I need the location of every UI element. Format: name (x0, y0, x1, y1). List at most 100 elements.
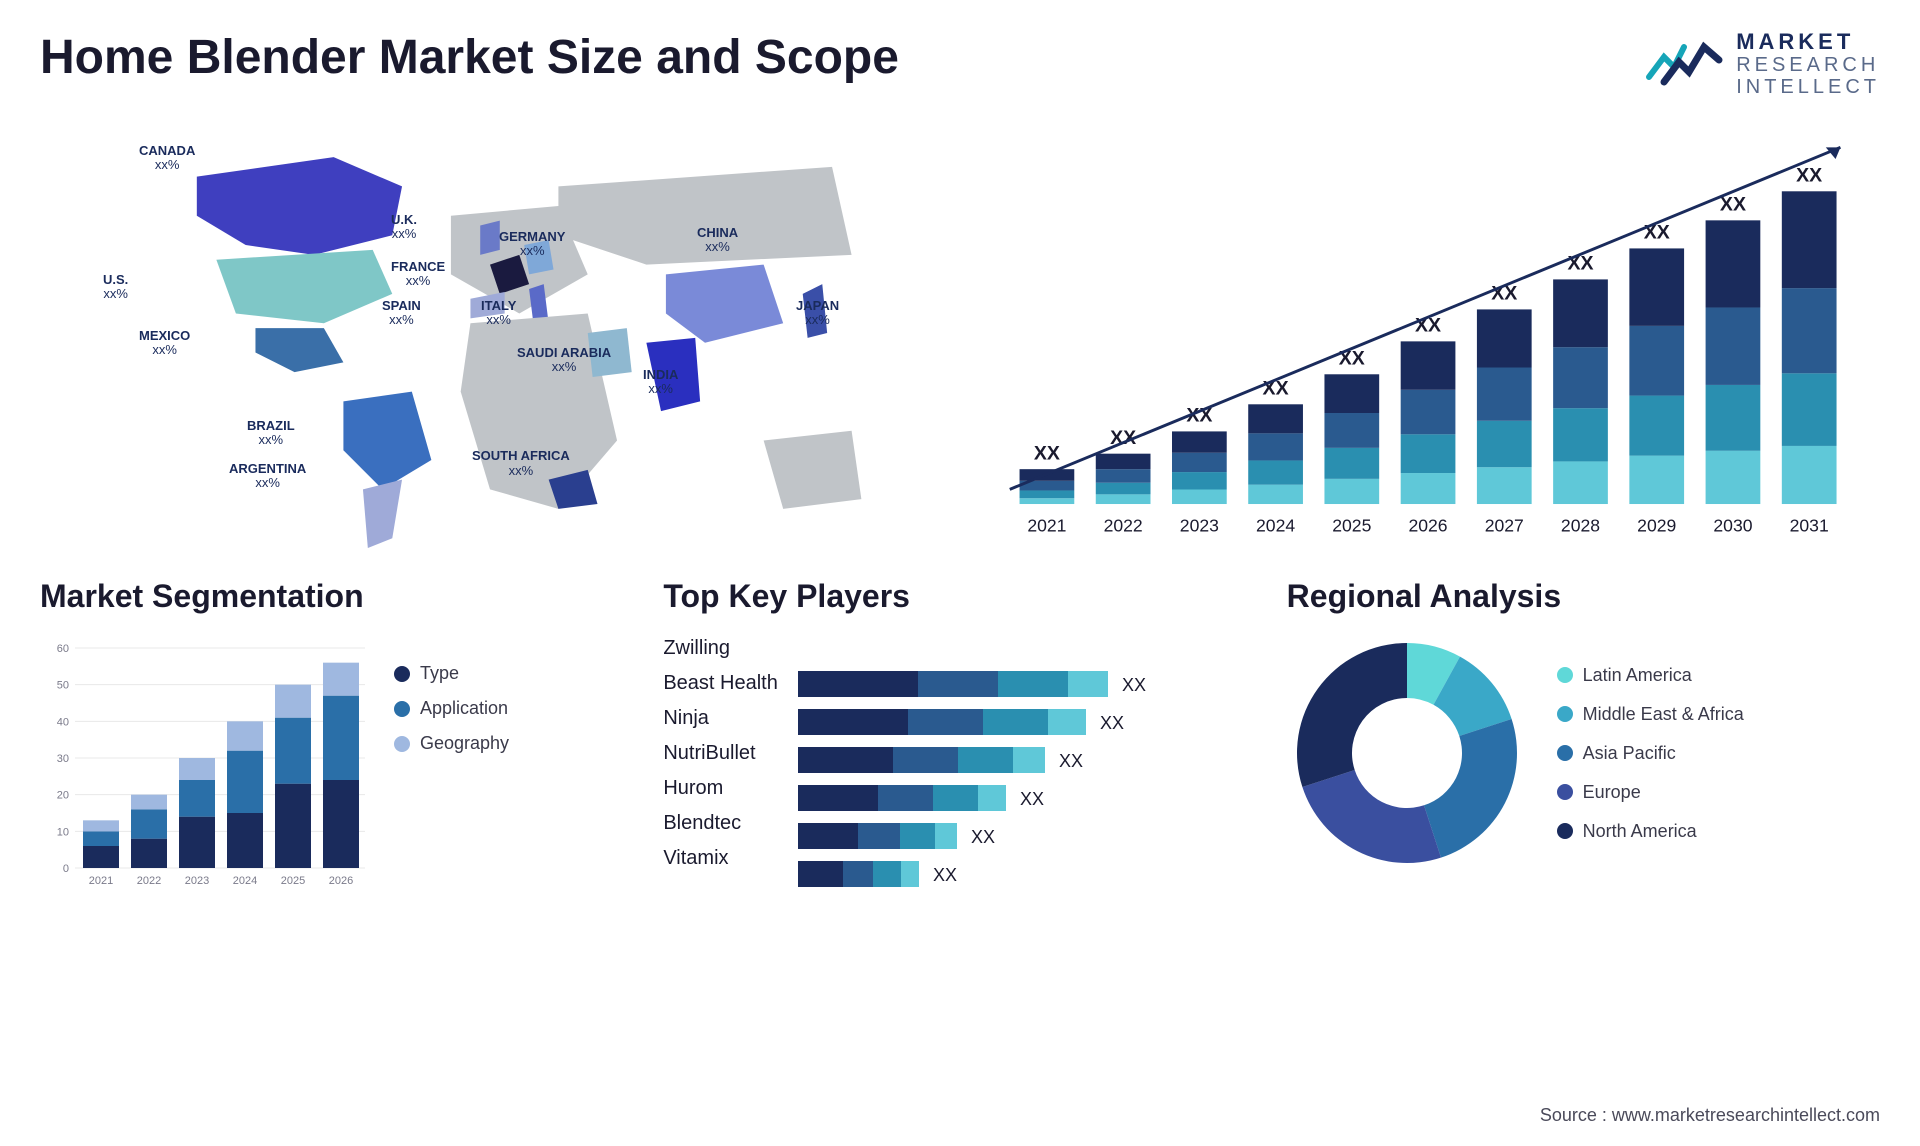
header: Home Blender Market Size and Scope MARKE… (40, 30, 1880, 98)
player-name: Vitamix (663, 847, 778, 870)
players-chart-svg: XXXXXXXXXXXX (798, 633, 1198, 903)
player-bar-seg (958, 747, 1013, 773)
seg-ytick: 50 (57, 680, 69, 692)
growth-bar-seg (1248, 434, 1303, 461)
growth-bar-seg (1401, 435, 1456, 474)
players-panel: Top Key Players ZwillingBeast HealthNinj… (663, 578, 1256, 903)
growth-bar-year: 2028 (1561, 516, 1600, 536)
player-bar-seg (873, 861, 901, 887)
legend-label: Geography (420, 733, 509, 754)
growth-bar-seg (1477, 368, 1532, 421)
growth-bar-seg (1782, 374, 1837, 447)
growth-chart-panel: XX2021XX2022XX2023XX2024XX2025XX2026XX20… (980, 118, 1880, 548)
players-title: Top Key Players (663, 578, 1256, 615)
growth-bar-seg (1172, 453, 1227, 472)
map-country-uk (480, 221, 500, 255)
seg-ytick: 10 (57, 827, 69, 839)
map-label-mexico: MEXICOxx% (139, 329, 190, 358)
seg-xlabel: 2022 (137, 875, 161, 887)
seg-bar-seg (131, 795, 167, 810)
player-bar-seg (978, 785, 1006, 811)
regional-panel: Regional Analysis Latin AmericaMiddle Ea… (1287, 578, 1880, 903)
growth-bar-seg (1096, 469, 1151, 483)
seg-xlabel: 2025 (281, 875, 305, 887)
map-country-mexico (255, 328, 343, 372)
player-bar-seg (798, 671, 918, 697)
player-bar-seg (798, 785, 878, 811)
growth-bar-seg (1324, 448, 1379, 479)
growth-bar-year: 2027 (1485, 516, 1524, 536)
seg-bar-seg (323, 663, 359, 696)
seg-bar-seg (179, 758, 215, 780)
seg-ytick: 20 (57, 790, 69, 802)
page-title: Home Blender Market Size and Scope (40, 30, 899, 85)
legend-label: Asia Pacific (1583, 743, 1676, 764)
growth-bar-seg (1477, 421, 1532, 467)
logo-line1: MARKET (1736, 30, 1880, 54)
regional-legend-item: Middle East & Africa (1557, 704, 1744, 725)
growth-bar-seg (1477, 467, 1532, 504)
player-bar-seg (843, 861, 873, 887)
player-bar-seg (900, 823, 935, 849)
legend-dot-icon (394, 701, 410, 717)
growth-bar-year: 2030 (1713, 516, 1752, 536)
growth-bar-seg (1706, 308, 1761, 385)
player-bar-value: XX (933, 865, 957, 885)
legend-dot-icon (1557, 706, 1573, 722)
growth-bar-seg (1172, 490, 1227, 505)
legend-label: North America (1583, 821, 1697, 842)
player-name: Beast Health (663, 672, 778, 695)
growth-bar-seg (1629, 249, 1684, 326)
growth-bar-seg (1172, 472, 1227, 489)
seg-bar-seg (131, 810, 167, 839)
growth-bar-year: 2025 (1332, 516, 1371, 536)
growth-bar-seg (1706, 221, 1761, 308)
growth-bar-seg (1096, 495, 1151, 505)
player-name: Hurom (663, 777, 778, 800)
map-label-japan: JAPANxx% (796, 299, 839, 328)
player-bar-seg (935, 823, 957, 849)
growth-bar-seg (1248, 485, 1303, 504)
map-label-france: FRANCExx% (391, 260, 445, 289)
seg-ytick: 60 (57, 643, 69, 655)
player-names: ZwillingBeast HealthNinjaNutriBulletHuro… (663, 633, 778, 903)
player-bar-seg (798, 861, 843, 887)
seg-bar-seg (227, 751, 263, 813)
seg-xlabel: 2024 (233, 875, 257, 887)
seg-xlabel: 2026 (329, 875, 353, 887)
player-bar-seg (1068, 671, 1108, 697)
seg-bar-seg (179, 817, 215, 868)
growth-bar-seg (1020, 491, 1075, 499)
map-label-us: U.S.xx% (103, 273, 128, 302)
player-bar-seg (983, 709, 1048, 735)
player-bar-value: XX (1059, 751, 1083, 771)
map-country-us (216, 250, 392, 323)
regional-legend-item: Europe (1557, 782, 1744, 803)
map-label-southafrica: SOUTH AFRICAxx% (472, 449, 570, 478)
growth-bar-seg (1629, 326, 1684, 396)
regional-legend-item: Latin America (1557, 665, 1744, 686)
regional-legend-item: Asia Pacific (1557, 743, 1744, 764)
player-bar-value: XX (1020, 789, 1044, 809)
seg-bar-seg (83, 821, 119, 832)
map-label-brazil: BRAZILxx% (247, 419, 295, 448)
player-bar-seg (918, 671, 998, 697)
player-bar-seg (798, 823, 858, 849)
player-bar-seg (858, 823, 900, 849)
map-country-argentina (363, 480, 402, 548)
growth-chart-svg: XX2021XX2022XX2023XX2024XX2025XX2026XX20… (980, 118, 1880, 548)
logo: MARKET RESEARCH INTELLECT (1644, 30, 1880, 98)
player-bar-seg (933, 785, 978, 811)
segmentation-chart-svg: 0102030405060202120222023202420252026 (40, 633, 370, 893)
seg-legend-item: Application (394, 698, 509, 719)
growth-bar-seg (1401, 473, 1456, 504)
growth-bar-seg (1553, 347, 1608, 408)
map-label-spain: SPAINxx% (382, 299, 421, 328)
seg-bar-seg (83, 846, 119, 868)
seg-legend-item: Type (394, 663, 509, 684)
logo-text: MARKET RESEARCH INTELLECT (1736, 30, 1880, 98)
growth-bar-seg (1629, 456, 1684, 504)
seg-xlabel: 2023 (185, 875, 209, 887)
donut-slice (1424, 719, 1517, 858)
player-bar-seg (878, 785, 933, 811)
